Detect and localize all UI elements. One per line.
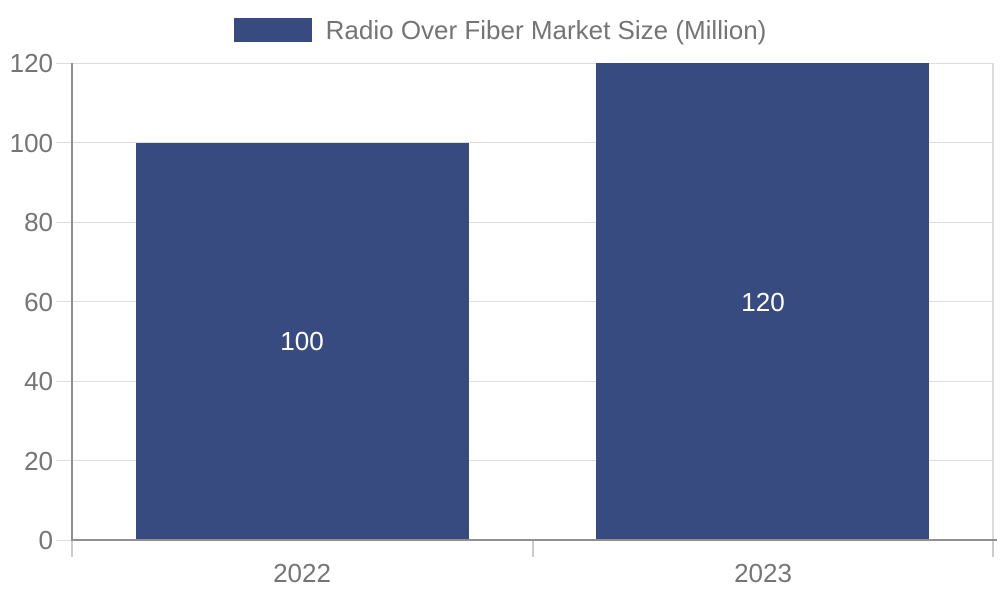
gridline-y-100 <box>72 142 993 143</box>
chart-legend: Radio Over Fiber Market Size (Million) <box>0 10 1000 50</box>
x-tick-mark-2 <box>992 540 994 557</box>
y-tick-mark-80 <box>56 221 72 223</box>
y-tick-mark-0 <box>56 539 72 541</box>
y-tick-label-60: 60 <box>24 286 53 317</box>
y-tick-mark-100 <box>56 142 72 143</box>
legend-swatch <box>233 18 312 42</box>
gridline-y-80 <box>72 221 993 223</box>
x-tick-mark-1 <box>532 540 534 557</box>
y-tick-mark-120 <box>56 62 72 64</box>
x-tick-label-2022: 2022 <box>273 558 331 588</box>
x-tick-label-2023: 2023 <box>734 558 792 588</box>
y-tick-label-120: 120 <box>9 48 53 78</box>
y-tick-mark-20 <box>56 460 72 461</box>
y-tick-mark-60 <box>56 301 72 302</box>
gridline-y-60 <box>72 301 993 302</box>
y-tick-label-20: 20 <box>24 445 53 476</box>
bar-label-2023: 120 <box>741 287 785 317</box>
gridline-y-120 <box>72 62 993 64</box>
plot-right-border <box>992 63 994 540</box>
bar-label-2022: 100 <box>280 326 324 356</box>
bar-2023 <box>596 63 929 540</box>
y-axis-line <box>71 63 73 540</box>
y-tick-label-100: 100 <box>9 127 53 158</box>
x-axis-line <box>71 539 997 541</box>
y-tick-label-40: 40 <box>24 366 53 396</box>
bar-2022 <box>136 142 469 540</box>
y-tick-label-80: 80 <box>24 207 53 237</box>
x-tick-mark-0 <box>71 540 73 557</box>
y-tick-mark-40 <box>56 380 72 382</box>
gridline-y-40 <box>72 380 993 382</box>
y-tick-label-0: 0 <box>38 525 53 555</box>
gridline-y-20 <box>72 460 993 461</box>
legend-label: Radio Over Fiber Market Size (Million) <box>325 14 767 45</box>
